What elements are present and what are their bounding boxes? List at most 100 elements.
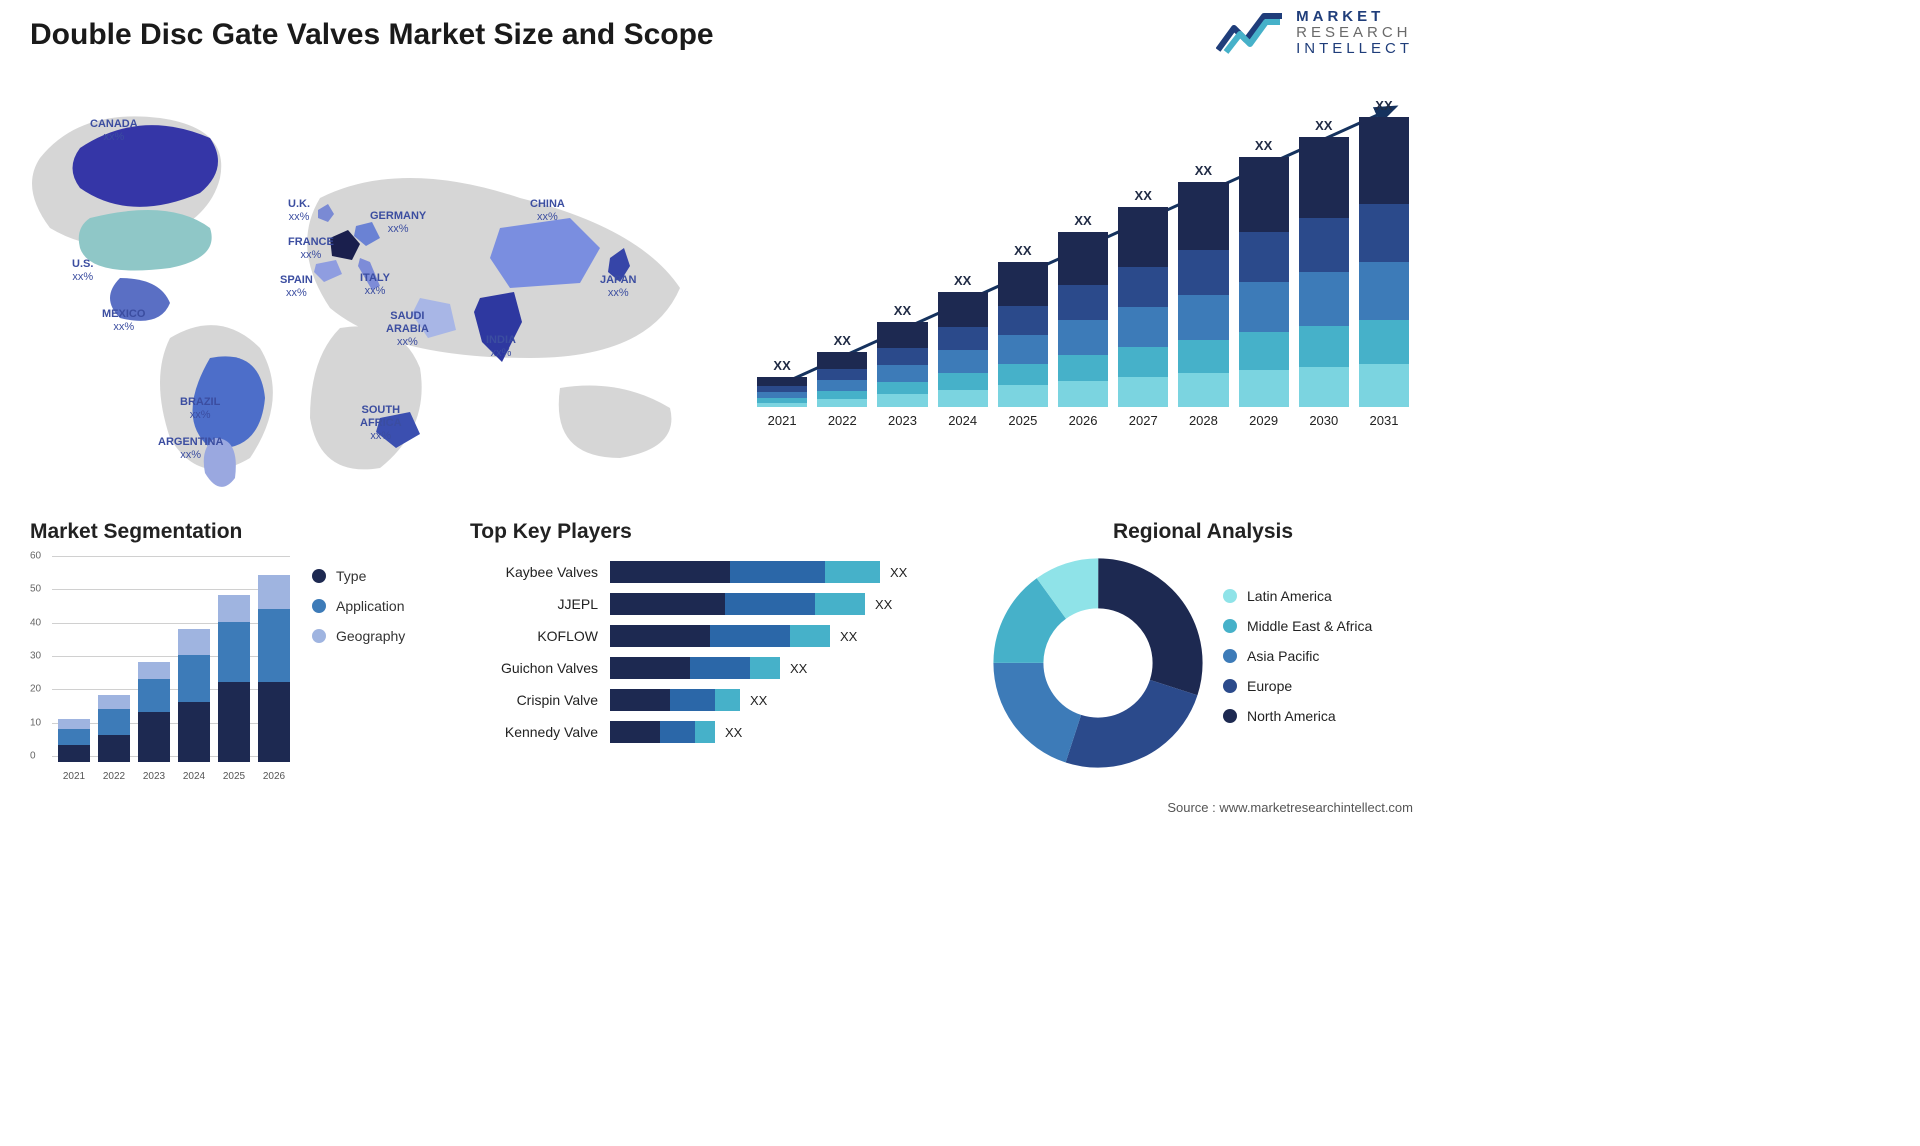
player-label: Crispin Valve (470, 692, 610, 708)
map-usa (79, 210, 212, 271)
bar-col: XX 2021 (757, 358, 807, 428)
bar-value: XX (1074, 213, 1091, 228)
map-label: CANADAxx% (90, 118, 138, 144)
map-label: SOUTHAFRICAxx% (360, 404, 402, 444)
players-title: Top Key Players (470, 520, 960, 544)
segmentation-title: Market Segmentation (30, 520, 450, 544)
legend-row: North America (1223, 708, 1372, 724)
bar-col: XX 2025 (998, 243, 1048, 428)
bar-year: 2030 (1309, 413, 1338, 428)
player-value: XX (725, 725, 742, 740)
player-label: JJEPL (470, 596, 610, 612)
logo-line3: INTELLECT (1296, 41, 1413, 57)
player-row: KOFLOW XX (470, 624, 960, 648)
bar-year: 2027 (1129, 413, 1158, 428)
map-label: FRANCExx% (288, 236, 334, 262)
logo-icon (1216, 8, 1286, 58)
player-row: Crispin Valve XX (470, 688, 960, 712)
bar-year: 2026 (1069, 413, 1098, 428)
bar-year: 2023 (888, 413, 917, 428)
bar-value: XX (1255, 138, 1272, 153)
player-row: JJEPL XX (470, 592, 960, 616)
player-value: XX (840, 629, 857, 644)
map-label: SPAINxx% (280, 274, 313, 300)
map-label: MEXICOxx% (102, 308, 145, 334)
source-text: Source : www.marketresearchintellect.com (1167, 800, 1413, 815)
bar-year: 2029 (1249, 413, 1278, 428)
legend-row: Europe (1223, 678, 1372, 694)
map-label: CHINAxx% (530, 198, 565, 224)
seg-bar (98, 695, 130, 762)
bar-value: XX (834, 333, 851, 348)
player-value: XX (750, 693, 767, 708)
player-value: XX (875, 597, 892, 612)
logo-line2: RESEARCH (1296, 25, 1413, 41)
players-panel: Top Key Players Kaybee ValvesXXJJEPLXXKO… (470, 520, 960, 752)
player-row: Kennedy Valve XX (470, 720, 960, 744)
bar-value: XX (954, 273, 971, 288)
bar-value: XX (1375, 98, 1392, 113)
seg-bar (58, 719, 90, 762)
bar-year: 2028 (1189, 413, 1218, 428)
bar-year: 2021 (768, 413, 797, 428)
bar-year: 2031 (1370, 413, 1399, 428)
player-label: Guichon Valves (470, 660, 610, 676)
map-label: BRAZILxx% (180, 396, 220, 422)
bar-value: XX (1315, 118, 1332, 133)
bar-year: 2024 (948, 413, 977, 428)
bar-col: XX 2031 (1359, 98, 1409, 428)
map-label: SAUDIARABIAxx% (386, 310, 429, 350)
bar-value: XX (1014, 243, 1031, 258)
seg-bar (258, 575, 290, 762)
segmentation-legend: Type Application Geography (312, 568, 405, 658)
market-growth-chart: XX 2021 XX 2022 XX 2023 XX 2024 XX 2025 XX 2026 XX 20… (753, 88, 1413, 448)
bar-value: XX (1135, 188, 1152, 203)
map-label: ARGENTINAxx% (158, 436, 223, 462)
world-map: CANADAxx% U.S.xx% MEXICOxx% BRAZILxx% ARGENT… (20, 88, 720, 488)
player-value: XX (890, 565, 907, 580)
bar-value: XX (1195, 163, 1212, 178)
regional-legend: Latin America Middle East & Africa Asia Pa… (1223, 588, 1372, 738)
seg-bar (178, 629, 210, 762)
logo: MARKET RESEARCH INTELLECT (1216, 8, 1413, 58)
bar-value: XX (894, 303, 911, 318)
page-title: Double Disc Gate Valves Market Size and … (30, 18, 714, 52)
map-label: INDIAxx% (486, 334, 516, 360)
regional-title: Regional Analysis (993, 520, 1413, 544)
map-label: GERMANYxx% (370, 210, 426, 236)
bar-year: 2025 (1008, 413, 1037, 428)
player-label: Kennedy Valve (470, 724, 610, 740)
legend-row: Asia Pacific (1223, 648, 1372, 664)
map-label: U.K.xx% (288, 198, 310, 224)
bar-col: XX 2030 (1299, 118, 1349, 428)
legend-row: Application (312, 598, 405, 614)
seg-bar (138, 662, 170, 762)
bar-col: XX 2029 (1239, 138, 1289, 428)
player-row: Kaybee Valves XX (470, 560, 960, 584)
bar-year: 2022 (828, 413, 857, 428)
legend-row: Middle East & Africa (1223, 618, 1372, 634)
regional-donut (993, 558, 1203, 768)
logo-line1: MARKET (1296, 9, 1413, 25)
segmentation-chart: 0102030405060 202120222023202420252026 (30, 556, 290, 786)
map-label: ITALYxx% (360, 272, 390, 298)
legend-row: Type (312, 568, 405, 584)
bar-col: XX 2028 (1178, 163, 1228, 428)
bar-col: XX 2024 (938, 273, 988, 428)
bar-col: XX 2022 (817, 333, 867, 428)
legend-row: Geography (312, 628, 405, 644)
bar-col: XX 2027 (1118, 188, 1168, 428)
player-value: XX (790, 661, 807, 676)
bar-col: XX 2026 (1058, 213, 1108, 428)
segmentation-panel: Market Segmentation 0102030405060 202120… (30, 520, 450, 786)
player-label: Kaybee Valves (470, 564, 610, 580)
bar-col: XX 2023 (877, 303, 927, 428)
map-label: U.S.xx% (72, 258, 93, 284)
legend-row: Latin America (1223, 588, 1372, 604)
player-label: KOFLOW (470, 628, 610, 644)
map-label: JAPANxx% (600, 274, 636, 300)
player-row: Guichon Valves XX (470, 656, 960, 680)
bar-value: XX (773, 358, 790, 373)
seg-bar (218, 595, 250, 762)
regional-panel: Regional Analysis Latin America Middle Ea… (993, 520, 1413, 768)
